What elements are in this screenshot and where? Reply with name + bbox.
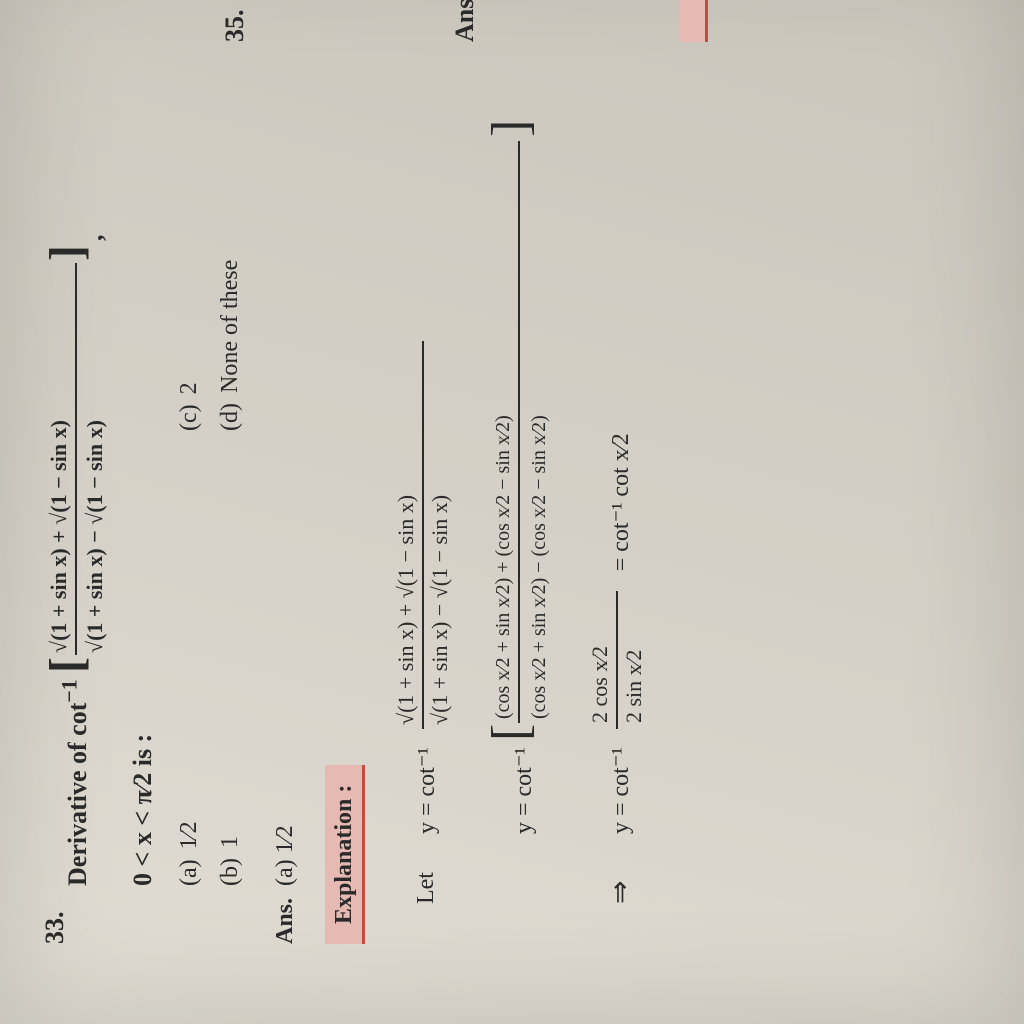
svg-text:(cos x⁄2 + sin x⁄2) + (cos x⁄2: (cos x⁄2 + sin x⁄2) + (cos x⁄2 − sin x⁄2… xyxy=(492,415,514,719)
worked-solution: Let y = cot⁻¹ √(1 + sin x) + √(1 − sin x… xyxy=(389,0,657,904)
step2-lhs: y = cot⁻¹ xyxy=(509,747,538,834)
let-label: Let xyxy=(413,834,440,904)
option-c: (c) 2 xyxy=(176,126,203,431)
right-margin: 35. Ans. xyxy=(0,0,1024,42)
margin-banner xyxy=(680,0,708,42)
option-c-label: (c) xyxy=(176,404,203,431)
svg-text:,: , xyxy=(79,234,108,241)
svg-text:[: [ xyxy=(482,724,539,741)
answer-value: (a) 1⁄2 xyxy=(272,825,299,886)
svg-text:[: [ xyxy=(40,657,93,673)
stem-sup: −1 xyxy=(57,679,81,702)
explanation-heading: Explanation : xyxy=(325,765,365,944)
svg-text:]: ] xyxy=(482,120,539,137)
answer-label: Ans. xyxy=(272,898,299,944)
options-grid: (a) 1⁄2 (c) 2 (b) 1 (d) None of these xyxy=(176,126,244,886)
option-b-value: 1 xyxy=(217,836,244,848)
option-a-label: (a) xyxy=(176,859,203,886)
stem-prefix: Derivative of cot xyxy=(63,703,92,886)
margin-ans: Ans. xyxy=(450,0,480,42)
step-3: ⇒ y = cot⁻¹ 2 cos x⁄2 2 sin x⁄2 = cot⁻¹ … xyxy=(583,0,657,904)
question-stem: 33. Derivative of cot−1 [ √(1 + sin x) +… xyxy=(40,0,120,944)
svg-text:]: ] xyxy=(40,245,93,261)
step3-frac: 2 cos x⁄2 2 sin x⁄2 xyxy=(583,571,657,741)
svg-text:2 cos x⁄2: 2 cos x⁄2 xyxy=(587,646,612,723)
option-b: (b) 1 xyxy=(217,581,244,886)
step1-lhs: y = cot⁻¹ xyxy=(412,747,441,834)
step1-frac: √(1 + sin x) + √(1 − sin x) √(1 + sin x)… xyxy=(389,321,463,741)
step2-frac: [ (cos x⁄2 + sin x⁄2) + (cos x⁄2 − sin x… xyxy=(483,101,563,741)
question-number: 33. xyxy=(40,900,70,944)
frac-num: √(1 + sin x) + √(1 − sin x) xyxy=(46,420,71,653)
option-d-value: None of these xyxy=(217,260,244,393)
svg-text:(cos x⁄2 + sin x⁄2) − (cos x⁄2: (cos x⁄2 + sin x⁄2) − (cos x⁄2 − sin x⁄2… xyxy=(528,415,550,719)
frac-den: √(1 + sin x) − √(1 − sin x) xyxy=(82,420,107,653)
step3-lhs: y = cot⁻¹ xyxy=(606,747,635,834)
step-2: y = cot⁻¹ [ (cos x⁄2 + sin x⁄2) + (cos x… xyxy=(483,0,563,904)
option-b-label: (b) xyxy=(217,858,244,886)
question-text: Derivative of cot−1 [ √(1 + sin x) + √(1… xyxy=(40,233,120,886)
option-c-value: 2 xyxy=(176,382,203,394)
step3-rhs: = cot⁻¹ cot x⁄2 xyxy=(606,433,635,571)
option-a-value: 1⁄2 xyxy=(176,821,203,849)
option-a: (a) 1⁄2 xyxy=(176,581,203,886)
stem-fraction: [ √(1 + sin x) + √(1 − sin x) √(1 + sin … xyxy=(40,233,120,673)
svg-text:√(1 + sin x) − √(1 − sin x): √(1 + sin x) − √(1 − sin x) xyxy=(427,495,452,725)
answer-line: Ans. (a) 1⁄2 xyxy=(272,0,299,944)
svg-text:√(1 + sin x) + √(1 − sin x): √(1 + sin x) + √(1 − sin x) xyxy=(393,495,418,725)
question-domain: 0 < x < π⁄2 is : xyxy=(128,0,158,886)
svg-text:2 sin x⁄2: 2 sin x⁄2 xyxy=(621,650,646,723)
option-d-label: (d) xyxy=(217,403,244,431)
page: 33. Derivative of cot−1 [ √(1 + sin x) +… xyxy=(0,0,1024,1024)
implies-arrow: ⇒ xyxy=(603,834,637,904)
option-d: (d) None of these xyxy=(217,126,244,431)
margin-q35: 35. xyxy=(220,10,250,43)
step-1: Let y = cot⁻¹ √(1 + sin x) + √(1 − sin x… xyxy=(389,0,463,904)
